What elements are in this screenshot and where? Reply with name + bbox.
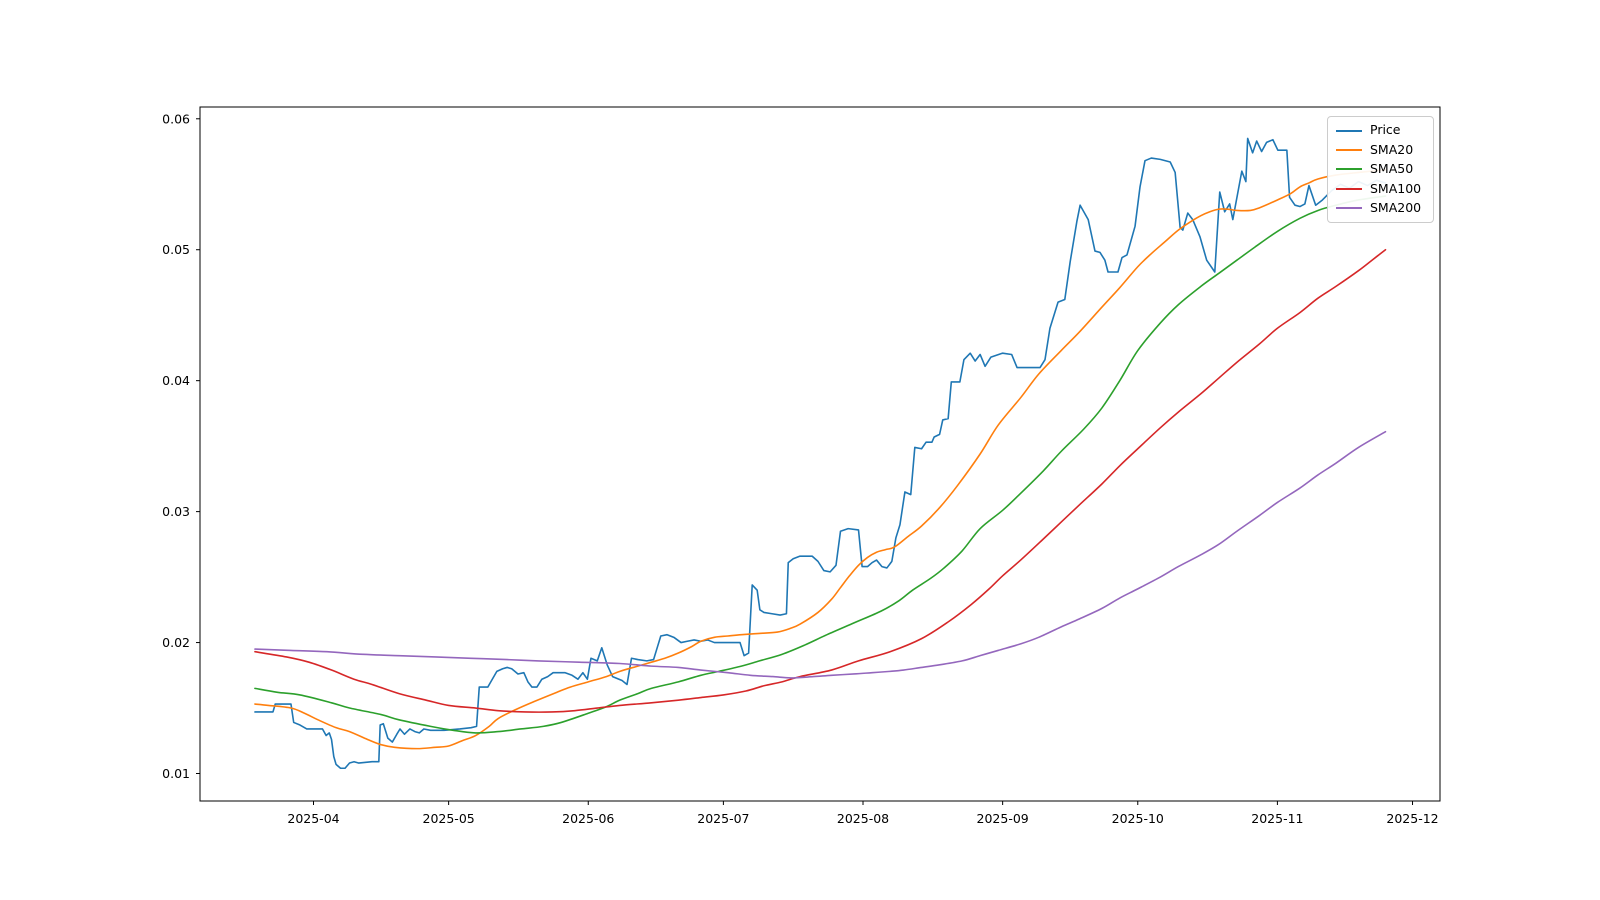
series-line-sma200 [254, 430, 1387, 679]
y-tick-label: 0.04 [162, 373, 190, 388]
sma20-line-swatch [1336, 149, 1362, 152]
series-line-price [254, 137, 1387, 770]
series-lines [254, 137, 1387, 770]
sma100-line-swatch [1336, 187, 1362, 190]
legend-entry-price: Price [1336, 122, 1425, 139]
y-tick-label: 0.02 [162, 635, 190, 650]
x-tick-label: 2025-04 [287, 811, 339, 826]
sma200-line-swatch [1336, 207, 1362, 210]
x-tick-label: 2025-05 [423, 811, 475, 826]
legend-label: SMA20 [1370, 141, 1414, 157]
legend-label: SMA50 [1370, 161, 1414, 177]
y-tick-label: 0.05 [162, 242, 190, 257]
x-tick-label: 2025-08 [837, 811, 889, 826]
legend-entry-sma200: SMA200 [1336, 200, 1425, 217]
series-line-sma20 [254, 169, 1387, 750]
x-tick-label: 2025-06 [562, 811, 614, 826]
series-line-sma50 [254, 195, 1387, 734]
x-tick-label: 2025-10 [1112, 811, 1164, 826]
y-tick-label: 0.06 [162, 111, 190, 126]
price-line-swatch [1336, 129, 1362, 132]
legend-entry-sma50: SMA50 [1336, 161, 1425, 178]
y-tick-label: 0.03 [162, 504, 190, 519]
axes-spines [199, 106, 1441, 802]
x-tick-label: 2025-12 [1386, 811, 1438, 826]
x-axis: 2025-04 2025-05 2025-06 2025-07 2025-08 2025-… [287, 801, 1439, 826]
legend-label: SMA200 [1370, 200, 1422, 215]
series-line-sma100 [254, 248, 1387, 713]
x-tick-label: 2025-07 [697, 811, 749, 826]
legend: Price SMA20 SMA50 SMA100 SMA200 [1327, 116, 1434, 223]
x-tick-label: 2025-11 [1251, 811, 1303, 826]
x-tick-label: 2025-09 [977, 811, 1029, 826]
sma50-line-swatch [1336, 168, 1362, 171]
legend-entry-sma20: SMA20 [1336, 142, 1425, 159]
y-tick-label: 0.01 [162, 766, 190, 781]
legend-label: Price [1370, 122, 1401, 138]
y-axis: 0.01 0.02 0.03 0.04 0.05 0.06 [162, 111, 200, 781]
legend-label: SMA100 [1370, 180, 1422, 196]
legend-entry-sma100: SMA100 [1336, 180, 1425, 197]
